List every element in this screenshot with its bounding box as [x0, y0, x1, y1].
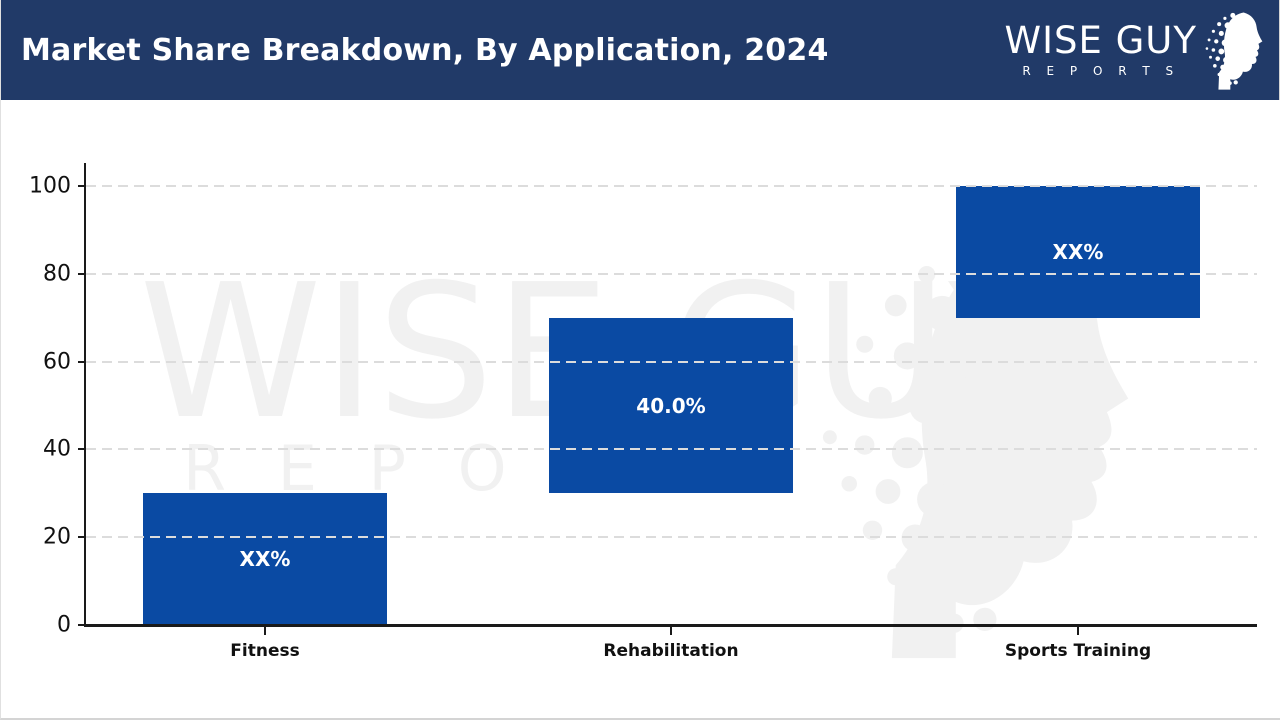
dotted-head-profile-icon — [1205, 12, 1263, 90]
x-axis-category-label: Rehabilitation — [603, 641, 739, 661]
chart-area: WISE GUY R E P O R T S XX% 40.0% XX% 0 20 40 6… — [1, 100, 1280, 718]
y-axis-tick-label: 20 — [43, 524, 71, 550]
x-axis-line — [84, 624, 1257, 627]
y-axis-tick-mark — [78, 272, 86, 275]
y-axis-tick-mark — [78, 624, 86, 626]
y-axis-tick-mark — [78, 448, 86, 451]
gridline-20 — [86, 536, 1257, 539]
bar-value-label: 40.0% — [636, 393, 706, 418]
y-axis-tick-label: 40 — [43, 436, 71, 462]
y-axis-tick-label: 100 — [29, 173, 71, 199]
y-axis-tick-mark — [78, 536, 86, 539]
brand-name: WISE GUY — [1004, 19, 1197, 62]
bar-fitness — [143, 493, 387, 625]
brand-logo: WISE GUY R E P O R T S — [1005, 8, 1279, 92]
header-bar: Market Share Breakdown, By Application, … — [1, 0, 1279, 100]
bar-value-label: XX% — [239, 547, 291, 572]
y-axis-tick-mark — [78, 185, 86, 187]
page-title: Market Share Breakdown, By Application, … — [21, 32, 829, 68]
y-axis-tick-label: 80 — [43, 261, 71, 287]
y-axis-tick-label: 60 — [43, 349, 71, 375]
gridline-60 — [86, 360, 1257, 363]
x-axis-tick-mark — [264, 627, 266, 635]
gridline-80 — [86, 272, 1257, 275]
bar-sports-training — [956, 186, 1200, 318]
brand-subtitle: R E P O R T S — [1022, 64, 1180, 78]
brand-logo-text: WISE GUY R E P O R T S — [1005, 22, 1197, 78]
x-axis-tick-mark — [670, 627, 672, 635]
gridline-100 — [86, 185, 1257, 187]
dotted-head-profile-watermark — [822, 243, 1129, 659]
y-axis-tick-label: 0 — [57, 612, 71, 638]
bar-rehabilitation — [549, 317, 793, 494]
y-axis-line — [84, 163, 86, 627]
x-axis-category-label: Sports Training — [1004, 641, 1152, 661]
x-axis-tick-mark — [1077, 627, 1079, 635]
gridline-40 — [86, 448, 1257, 451]
bar-value-label: XX% — [1052, 239, 1104, 264]
y-axis-tick-mark — [78, 360, 86, 363]
x-axis-category-label: Fitness — [230, 641, 300, 661]
